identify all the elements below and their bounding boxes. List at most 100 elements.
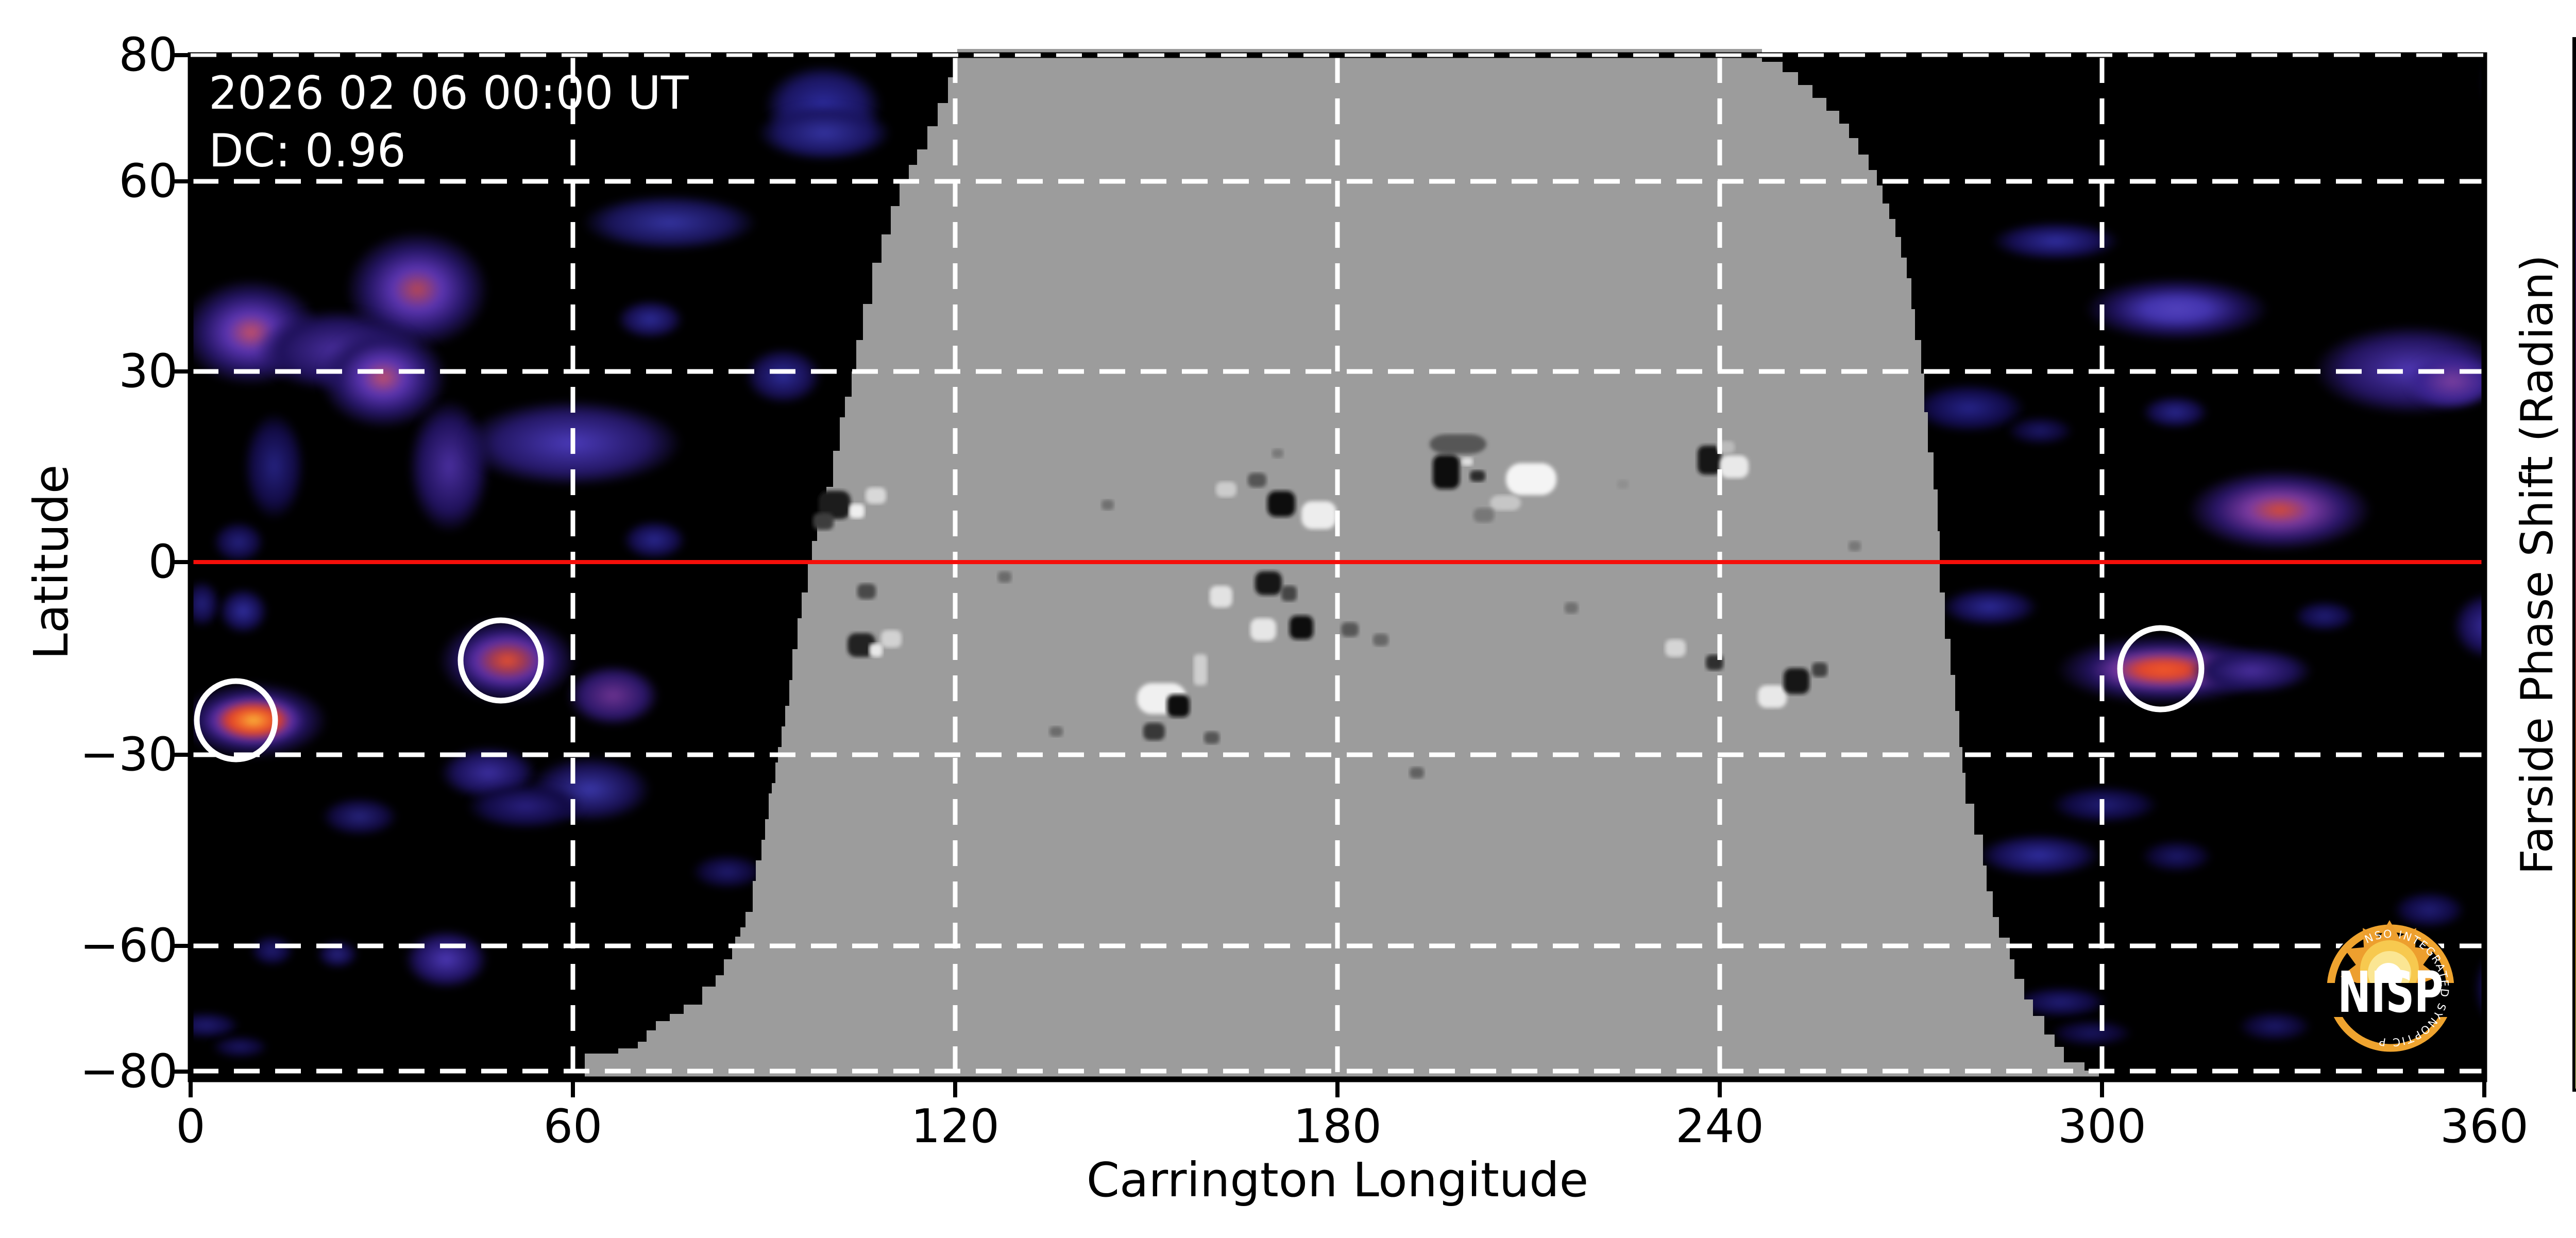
- y-tick-mark: [173, 53, 188, 57]
- farside-blob: [404, 929, 488, 989]
- farside-blob: [466, 783, 585, 829]
- farside-blob: [2190, 648, 2313, 694]
- farside-blob: [1977, 834, 2101, 877]
- magnetogram-spot: [1430, 434, 1486, 454]
- x-tick-label: 0: [176, 1099, 206, 1154]
- magnetogram-spot: [1506, 463, 1556, 495]
- magnetogram-spot: [1281, 586, 1297, 601]
- y-tick-label: 30: [118, 344, 178, 398]
- magnetogram-spot: [1410, 767, 1424, 778]
- magnetogram-spot: [1194, 654, 1207, 685]
- x-tick-label: 180: [1293, 1099, 1382, 1154]
- farside-blob: [691, 854, 764, 889]
- farside-blob: [2187, 469, 2372, 551]
- magnetogram-spot: [848, 633, 875, 657]
- farside-detection-circle: [2117, 625, 2205, 713]
- farside-blob: [2084, 277, 2269, 341]
- y-tick-label: −80: [80, 1044, 178, 1098]
- magnetogram-spot: [1301, 501, 1336, 529]
- y-tick-label: 0: [148, 535, 178, 589]
- y-tick-label: 60: [118, 154, 178, 208]
- magnetogram-spot: [1433, 455, 1460, 489]
- magnetogram-spot: [1204, 732, 1219, 744]
- x-tick-mark: [953, 1082, 957, 1097]
- farside-blob: [213, 521, 264, 563]
- magnetogram-spot: [1049, 726, 1063, 737]
- magnetogram-spot: [1267, 491, 1295, 517]
- plot-border: [188, 52, 2487, 1082]
- magnetogram-spot: [1812, 663, 1827, 677]
- farside-blob: [582, 194, 757, 251]
- x-tick-label: 360: [2440, 1099, 2529, 1154]
- magnetogram-spot: [1473, 508, 1494, 522]
- y-tick-mark: [173, 179, 188, 183]
- y-tick-mark: [173, 1070, 188, 1074]
- y-tick-label: −60: [80, 919, 178, 973]
- farside-blob: [617, 300, 684, 339]
- magnetogram-spot: [813, 513, 834, 530]
- magnetogram-spot: [1216, 482, 1236, 497]
- y-tick-mark: [173, 369, 188, 374]
- annotation-datetime: 2026 02 06 00:00 UT: [209, 66, 689, 120]
- magnetogram-spot: [869, 643, 883, 657]
- y-tick-label: 80: [118, 28, 178, 82]
- farside-blob: [191, 581, 220, 627]
- farside-blob: [567, 665, 659, 726]
- magnetogram-spot: [1698, 446, 1721, 474]
- farside-blob: [212, 1036, 268, 1058]
- x-tick-mark: [1718, 1082, 1722, 1097]
- x-tick-label: 60: [543, 1099, 603, 1154]
- magnetogram-spot: [881, 630, 902, 648]
- x-tick-mark: [2482, 1082, 2486, 1097]
- farside-blob: [2406, 353, 2484, 410]
- magnetogram-spot: [1143, 723, 1165, 740]
- magnetogram-spot: [1250, 618, 1276, 641]
- farside-blob: [744, 348, 822, 404]
- farside-colorbar: [2572, 37, 2576, 1092]
- x-tick-mark: [1335, 1082, 1340, 1097]
- magnetogram-spot: [1665, 639, 1686, 657]
- x-tick-label: 240: [1675, 1099, 1764, 1154]
- magnetogram-spot: [1565, 602, 1578, 614]
- farside-blob: [2294, 601, 2355, 632]
- magnetogram-spot: [1255, 571, 1282, 595]
- x-axis-title: Carrington Longitude: [1086, 1152, 1589, 1208]
- x-tick-mark: [571, 1082, 575, 1097]
- nisp-logo-text: NISP: [2338, 959, 2444, 1025]
- x-tick-mark: [2100, 1082, 2104, 1097]
- magnetogram-spot: [1167, 694, 1190, 717]
- farside-blob: [2141, 840, 2213, 873]
- magnetogram-spot: [1101, 500, 1114, 510]
- magnetogram-spot: [1210, 586, 1232, 607]
- farside-blob: [250, 935, 294, 966]
- farside-blob: [218, 588, 268, 634]
- farside-blob: [243, 412, 305, 520]
- magnetogram-spot: [1290, 616, 1313, 639]
- y-tick-mark: [173, 560, 188, 564]
- magnetogram-spot: [1462, 457, 1473, 466]
- y-tick-mark: [173, 753, 188, 757]
- x-tick-label: 300: [2058, 1099, 2146, 1154]
- magnetogram-spot: [1720, 455, 1749, 478]
- farside-blob: [1991, 222, 2120, 261]
- magnetogram-spot: [1272, 449, 1283, 458]
- x-tick-mark: [189, 1082, 193, 1097]
- farside-blob: [191, 682, 328, 759]
- y-tick-label: −30: [80, 727, 178, 782]
- annotation-duty-cycle: DC: 0.96: [209, 124, 406, 177]
- farside-blob: [757, 105, 891, 161]
- magnetogram-spot: [1849, 541, 1861, 551]
- magnetogram-spot: [1470, 470, 1485, 482]
- magnetogram-spot: [1490, 495, 1521, 511]
- magnetogram-spot: [857, 584, 876, 599]
- farside-detection-circle: [457, 617, 544, 704]
- farside-blob: [2238, 1011, 2312, 1042]
- farside-blob: [2050, 1020, 2133, 1046]
- y-tick-mark: [173, 944, 188, 948]
- farside-blob: [1912, 383, 2026, 433]
- farside-blob: [2393, 891, 2465, 928]
- magnetogram-spot: [1248, 473, 1266, 487]
- magnetogram-spot: [866, 487, 886, 504]
